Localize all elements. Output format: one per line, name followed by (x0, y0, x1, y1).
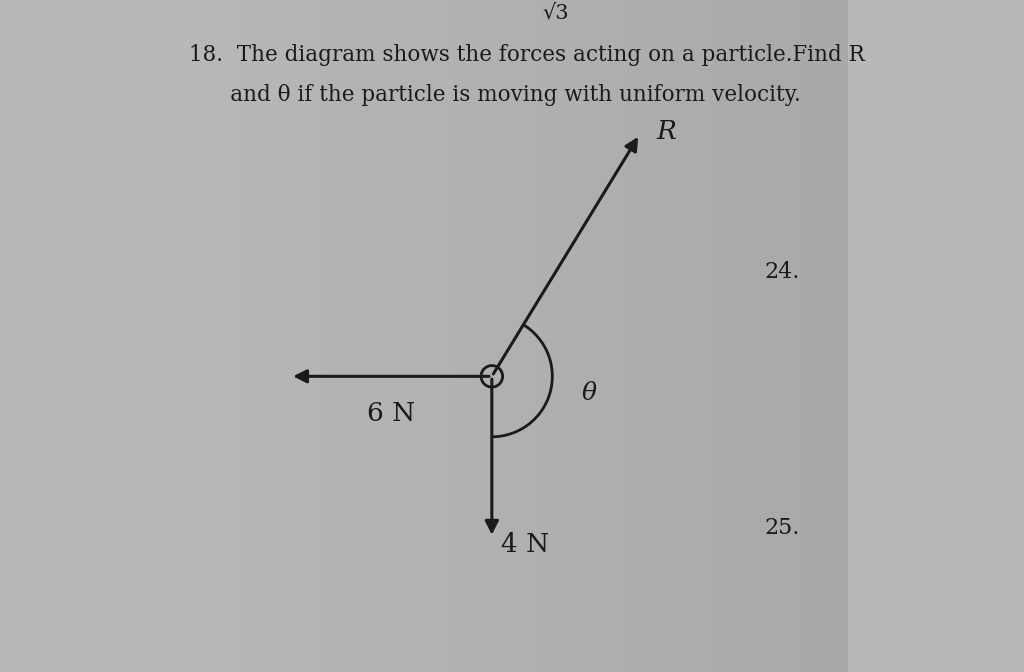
Text: 24.: 24. (764, 261, 800, 283)
Text: θ: θ (582, 382, 597, 405)
Text: 6 N: 6 N (367, 401, 415, 426)
Text: 18.  The diagram shows the forces acting on a particle.Find R: 18. The diagram shows the forces acting … (189, 44, 865, 66)
Text: R: R (656, 118, 677, 144)
Text: 25.: 25. (764, 517, 800, 538)
Text: and θ if the particle is moving with uniform velocity.: and θ if the particle is moving with uni… (189, 84, 801, 106)
Text: 4 N: 4 N (502, 532, 550, 557)
Text: √3: √3 (543, 3, 569, 22)
